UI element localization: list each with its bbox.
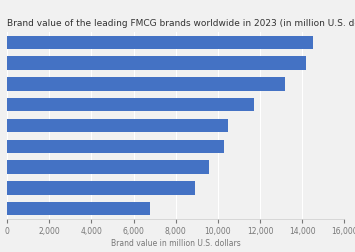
Bar [7, 140, 224, 153]
Bar [7, 36, 313, 50]
Bar [7, 202, 151, 216]
Bar [7, 119, 228, 133]
Text: Brand value of the leading FMCG brands worldwide in 2023 (in million U.S. dollar: Brand value of the leading FMCG brands w… [7, 19, 355, 28]
Bar [7, 78, 285, 91]
Bar [7, 57, 306, 71]
X-axis label: Brand value in million U.S. dollars: Brand value in million U.S. dollars [111, 238, 241, 247]
Bar [7, 161, 209, 174]
Bar [7, 99, 254, 112]
Bar [7, 181, 195, 195]
